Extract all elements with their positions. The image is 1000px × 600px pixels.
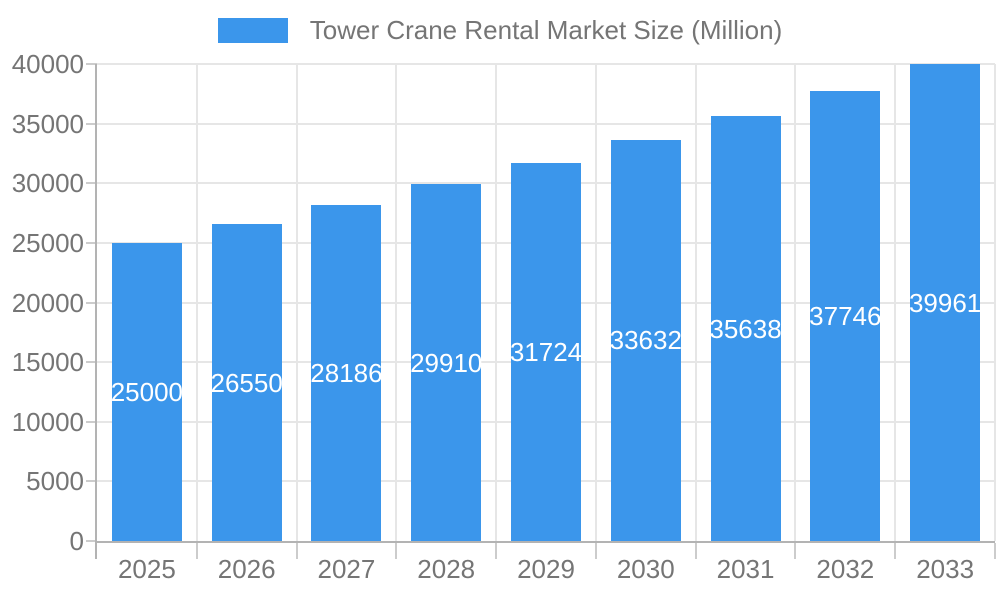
x-tick-mark <box>694 543 697 559</box>
chart-legend[interactable]: Tower Crane Rental Market Size (Million) <box>0 8 1000 52</box>
bar[interactable]: 39961 <box>908 64 982 541</box>
bar-value-label: 31724 <box>509 336 583 367</box>
bar[interactable]: 25000 <box>110 242 184 541</box>
y-axis-tick-label: 40000 <box>11 49 84 79</box>
y-tick-mark <box>86 540 97 542</box>
y-axis-tick-label: 10000 <box>11 406 84 437</box>
x-axis-tick-label: 2032 <box>816 554 875 584</box>
x-axis-tick-label: 2026 <box>217 554 276 584</box>
v-gridline <box>295 64 298 541</box>
v-gridline <box>894 64 897 541</box>
legend-label: Tower Crane Rental Market Size (Million) <box>309 15 783 45</box>
y-axis-tick-label: 35000 <box>11 108 84 139</box>
x-axis-tick-label: 2025 <box>117 554 176 584</box>
bar[interactable]: 37746 <box>809 90 882 541</box>
x-axis-tick-label: 2029 <box>517 554 575 584</box>
x-tick-mark <box>195 543 198 559</box>
bar-value-label: 28186 <box>310 357 383 388</box>
legend-swatch <box>217 17 288 43</box>
x-axis-tick-label: 2030 <box>616 554 675 584</box>
v-gridline <box>395 64 398 541</box>
h-gridline <box>97 122 995 125</box>
bar[interactable]: 28186 <box>310 204 383 541</box>
y-tick-mark <box>86 63 97 65</box>
y-axis-tick-label: 30000 <box>11 168 84 199</box>
bar-value-label: 26550 <box>210 367 283 398</box>
y-tick-mark <box>86 420 97 423</box>
bar-value-label: 37746 <box>809 300 882 331</box>
x-tick-mark <box>794 543 797 559</box>
v-gridline <box>994 64 996 541</box>
bar-value-label: 39961 <box>908 287 982 318</box>
bar-value-label: 35638 <box>709 313 782 344</box>
v-gridline <box>594 64 597 541</box>
v-gridline <box>495 64 498 541</box>
bar-value-label: 33632 <box>609 325 682 356</box>
x-axis-tick-label: 2031 <box>716 554 775 584</box>
y-tick-mark <box>86 361 97 364</box>
bar-value-label: 29910 <box>410 347 483 378</box>
y-axis-tick-label: 5000 <box>26 466 84 497</box>
y-axis-tick-label: 20000 <box>11 287 84 318</box>
v-gridline <box>794 64 797 541</box>
x-tick-mark <box>894 543 897 559</box>
x-tick-mark <box>295 543 298 559</box>
y-axis-line <box>95 64 97 559</box>
y-axis-tick-label: 15000 <box>11 347 84 378</box>
y-axis-tick-label: 25000 <box>11 227 84 258</box>
bar[interactable]: 35638 <box>709 116 782 541</box>
y-tick-mark <box>86 301 97 304</box>
x-axis-tick-label: 2033 <box>916 554 975 584</box>
y-tick-mark <box>86 241 97 244</box>
y-tick-mark <box>86 122 97 125</box>
x-tick-mark <box>495 543 498 559</box>
y-tick-mark <box>86 480 97 483</box>
h-gridline <box>97 63 995 65</box>
bar[interactable]: 26550 <box>210 224 283 541</box>
bar[interactable]: 29910 <box>410 184 483 541</box>
x-axis-line <box>95 541 995 543</box>
x-tick-mark <box>395 543 398 559</box>
x-tick-mark <box>994 543 996 559</box>
v-gridline <box>694 64 697 541</box>
y-tick-mark <box>86 182 97 185</box>
bar[interactable]: 33632 <box>609 139 682 541</box>
x-axis-tick-label: 2028 <box>417 554 476 584</box>
v-gridline <box>195 64 198 541</box>
bar-value-label: 25000 <box>110 376 184 407</box>
y-axis-tick-label: 0 <box>69 526 84 556</box>
x-tick-mark <box>594 543 597 559</box>
bar[interactable]: 31724 <box>509 162 583 541</box>
x-axis-tick-label: 2027 <box>317 554 376 584</box>
